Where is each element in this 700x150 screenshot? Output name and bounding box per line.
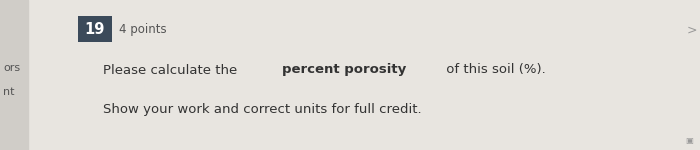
Text: ors: ors: [3, 63, 20, 73]
Text: Please calculate the: Please calculate the: [103, 63, 242, 76]
Text: 19: 19: [85, 21, 105, 36]
Text: 4 points: 4 points: [119, 22, 167, 36]
Text: >: >: [687, 24, 697, 36]
FancyBboxPatch shape: [78, 16, 112, 42]
Text: Show your work and correct units for full credit.: Show your work and correct units for ful…: [103, 103, 421, 117]
Text: percent porosity: percent porosity: [281, 63, 406, 76]
Text: of this soil (%).: of this soil (%).: [442, 63, 546, 76]
Text: ▣: ▣: [685, 135, 693, 144]
Text: nt: nt: [3, 87, 15, 97]
Bar: [0, 0, 28, 150]
